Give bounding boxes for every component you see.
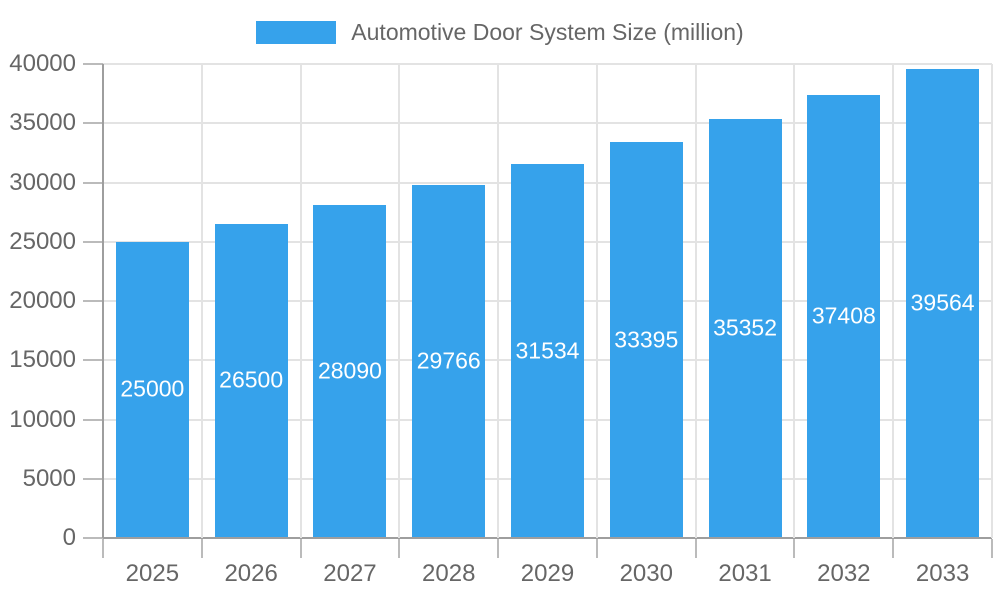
y-tick <box>83 181 103 184</box>
y-tick <box>83 537 103 539</box>
y-tick <box>83 418 103 421</box>
x-gridline <box>694 64 697 538</box>
x-tick <box>991 539 993 558</box>
x-gridline <box>497 64 500 538</box>
x-tick <box>200 539 203 558</box>
y-tick <box>83 122 103 125</box>
x-tick <box>892 539 895 558</box>
x-tick <box>595 539 598 558</box>
bar-value-label: 37408 <box>811 302 876 329</box>
x-axis-tick-label: 2033 <box>915 560 970 587</box>
x-gridline <box>793 64 796 538</box>
y-tick <box>83 300 103 302</box>
x-tick <box>398 539 401 558</box>
x-axis-tick-label: 2026 <box>224 560 278 587</box>
x-axis-tick-label: 2029 <box>520 560 575 587</box>
y-axis-line <box>102 64 104 538</box>
x-axis-line <box>103 537 992 539</box>
bar[interactable]: 29766 <box>412 185 486 537</box>
bar[interactable]: 35352 <box>708 119 782 537</box>
x-tick <box>299 539 302 558</box>
x-axis-tick-label: 2031 <box>718 560 772 587</box>
bar-value-label: 39564 <box>910 289 975 316</box>
x-axis-tick-label: 2025 <box>125 560 180 587</box>
y-axis-tick-label: 0 <box>62 524 76 551</box>
y-tick <box>83 63 103 65</box>
bar-value-label: 35352 <box>713 314 778 341</box>
bar-value-label: 29766 <box>416 347 481 374</box>
legend-swatch <box>256 20 337 44</box>
y-tick <box>83 359 103 362</box>
bar[interactable]: 25000 <box>115 241 189 537</box>
bar[interactable]: 37408 <box>807 94 881 537</box>
y-axis-tick-label: 10000 <box>9 405 76 433</box>
bar[interactable]: 39564 <box>906 69 980 537</box>
bar-value-label: 28090 <box>317 357 382 384</box>
y-axis-tick-label: 20000 <box>9 287 76 314</box>
bar-value-label: 33395 <box>614 326 679 353</box>
y-tick <box>83 477 103 480</box>
y-axis-tick-label: 30000 <box>9 168 76 196</box>
x-gridline <box>299 64 302 538</box>
bar-value-label: 25000 <box>120 375 185 402</box>
y-gridline <box>103 63 992 65</box>
bar[interactable]: 26500 <box>214 223 288 537</box>
legend: Automotive Door System Size (million) <box>0 19 1000 45</box>
x-tick <box>694 539 697 558</box>
y-gridline <box>103 122 992 125</box>
bar[interactable]: 31534 <box>511 164 584 537</box>
y-axis-tick-label: 25000 <box>9 227 76 255</box>
legend-label: Automotive Door System Size (million) <box>351 19 744 45</box>
x-tick <box>102 539 104 558</box>
x-axis-tick-label: 2032 <box>817 560 871 587</box>
bar-value-label: 31534 <box>515 337 580 364</box>
legend-item[interactable]: Automotive Door System Size (million) <box>256 19 744 45</box>
x-gridline <box>595 64 598 538</box>
x-gridline <box>398 64 401 538</box>
x-tick <box>793 539 796 558</box>
y-tick <box>83 240 103 243</box>
x-gridline <box>892 64 895 538</box>
y-axis-tick-label: 15000 <box>9 346 76 374</box>
bar[interactable]: 33395 <box>609 142 683 537</box>
y-axis-tick-label: 5000 <box>22 464 76 492</box>
x-gridline <box>200 64 203 538</box>
y-axis-tick-label: 40000 <box>9 50 76 77</box>
x-gridline <box>991 64 993 538</box>
y-axis-tick-label: 35000 <box>9 109 76 137</box>
x-axis-tick-label: 2027 <box>323 560 377 587</box>
x-axis-tick-label: 2030 <box>619 560 673 587</box>
x-tick <box>497 539 500 558</box>
bar-value-label: 26500 <box>219 366 284 393</box>
x-axis-tick-label: 2028 <box>422 560 476 587</box>
bar[interactable]: 28090 <box>313 205 387 537</box>
